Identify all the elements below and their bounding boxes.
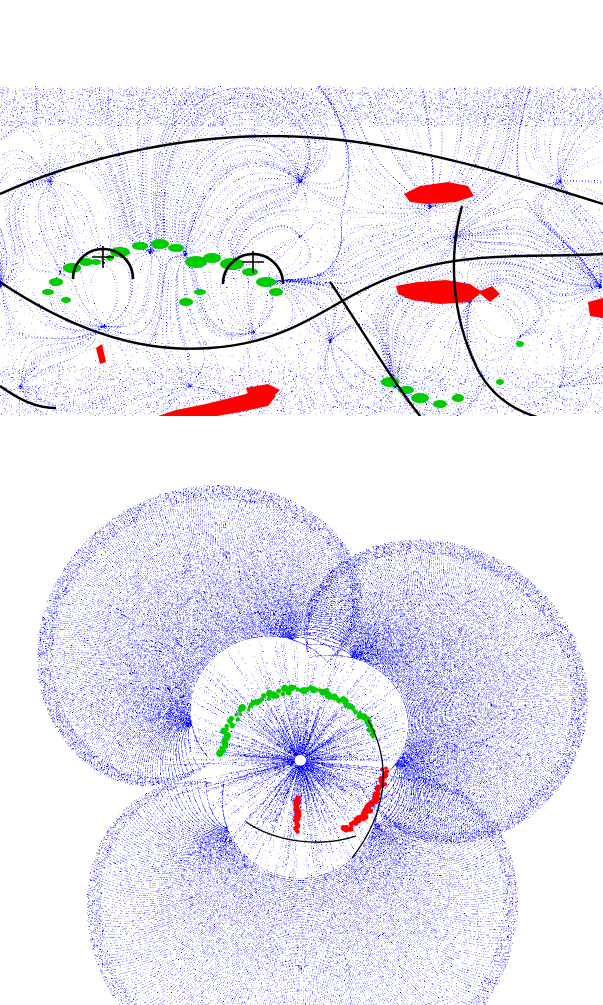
map-positive-footpoint-patch	[49, 278, 63, 286]
map-positive-footpoint-patch	[242, 268, 258, 276]
map-positive-footpoint-patch	[132, 242, 148, 250]
map-positive-footpoint-patch	[179, 298, 193, 306]
map-positive-footpoint-patch	[452, 394, 464, 402]
sphere-negative-footpoint-marker	[341, 825, 347, 831]
synoptic-map-plot	[0, 86, 603, 416]
map-positive-footpoint-patch	[496, 379, 504, 385]
synoptic-map-panel	[0, 86, 603, 416]
map-positive-footpoint-patch	[42, 289, 54, 295]
sphere-positive-footpoint-marker	[238, 704, 245, 711]
map-positive-footpoint-patch	[256, 277, 276, 287]
spherical-projection-plot	[0, 470, 603, 1005]
map-positive-footpoint-patch	[168, 244, 184, 252]
sphere-positive-footpoint-marker	[234, 713, 238, 717]
sphere-positive-footpoint-marker	[353, 710, 358, 715]
sphere-positive-footpoint-marker	[281, 692, 286, 697]
sphere-negative-footpoint-marker	[384, 767, 388, 771]
map-positive-footpoint-patch	[269, 288, 283, 296]
map-positive-footpoint-patch	[433, 400, 447, 408]
sphere-positive-footpoint-marker	[371, 735, 374, 738]
sphere-positive-footpoint-marker	[239, 712, 242, 715]
map-positive-footpoint-patch	[61, 297, 71, 303]
map-positive-footpoint-patch	[63, 263, 81, 273]
map-positive-footpoint-patch	[203, 253, 221, 263]
map-positive-footpoint-patch	[194, 289, 206, 295]
sphere-positive-footpoint-marker	[229, 716, 234, 721]
sphere-positive-footpoint-marker	[224, 724, 228, 728]
map-positive-footpoint-patch	[151, 239, 169, 249]
sphere-positive-footpoint-marker	[236, 717, 240, 721]
sphere-positive-footpoint-marker	[276, 688, 281, 693]
sphere-positive-footpoint-marker	[261, 693, 266, 698]
spherical-projection-panel	[0, 470, 603, 1005]
sphere-negative-footpoint-marker	[295, 829, 299, 833]
sphere-positive-footpoint-marker	[247, 708, 250, 711]
map-positive-footpoint-patch	[411, 393, 429, 403]
map-positive-footpoint-patch	[106, 255, 114, 261]
map-positive-footpoint-patch	[91, 259, 101, 265]
sphere-positive-footpoint-marker	[275, 694, 280, 699]
map-positive-footpoint-patch	[516, 341, 524, 347]
sphere-positive-footpoint-marker	[267, 697, 271, 701]
